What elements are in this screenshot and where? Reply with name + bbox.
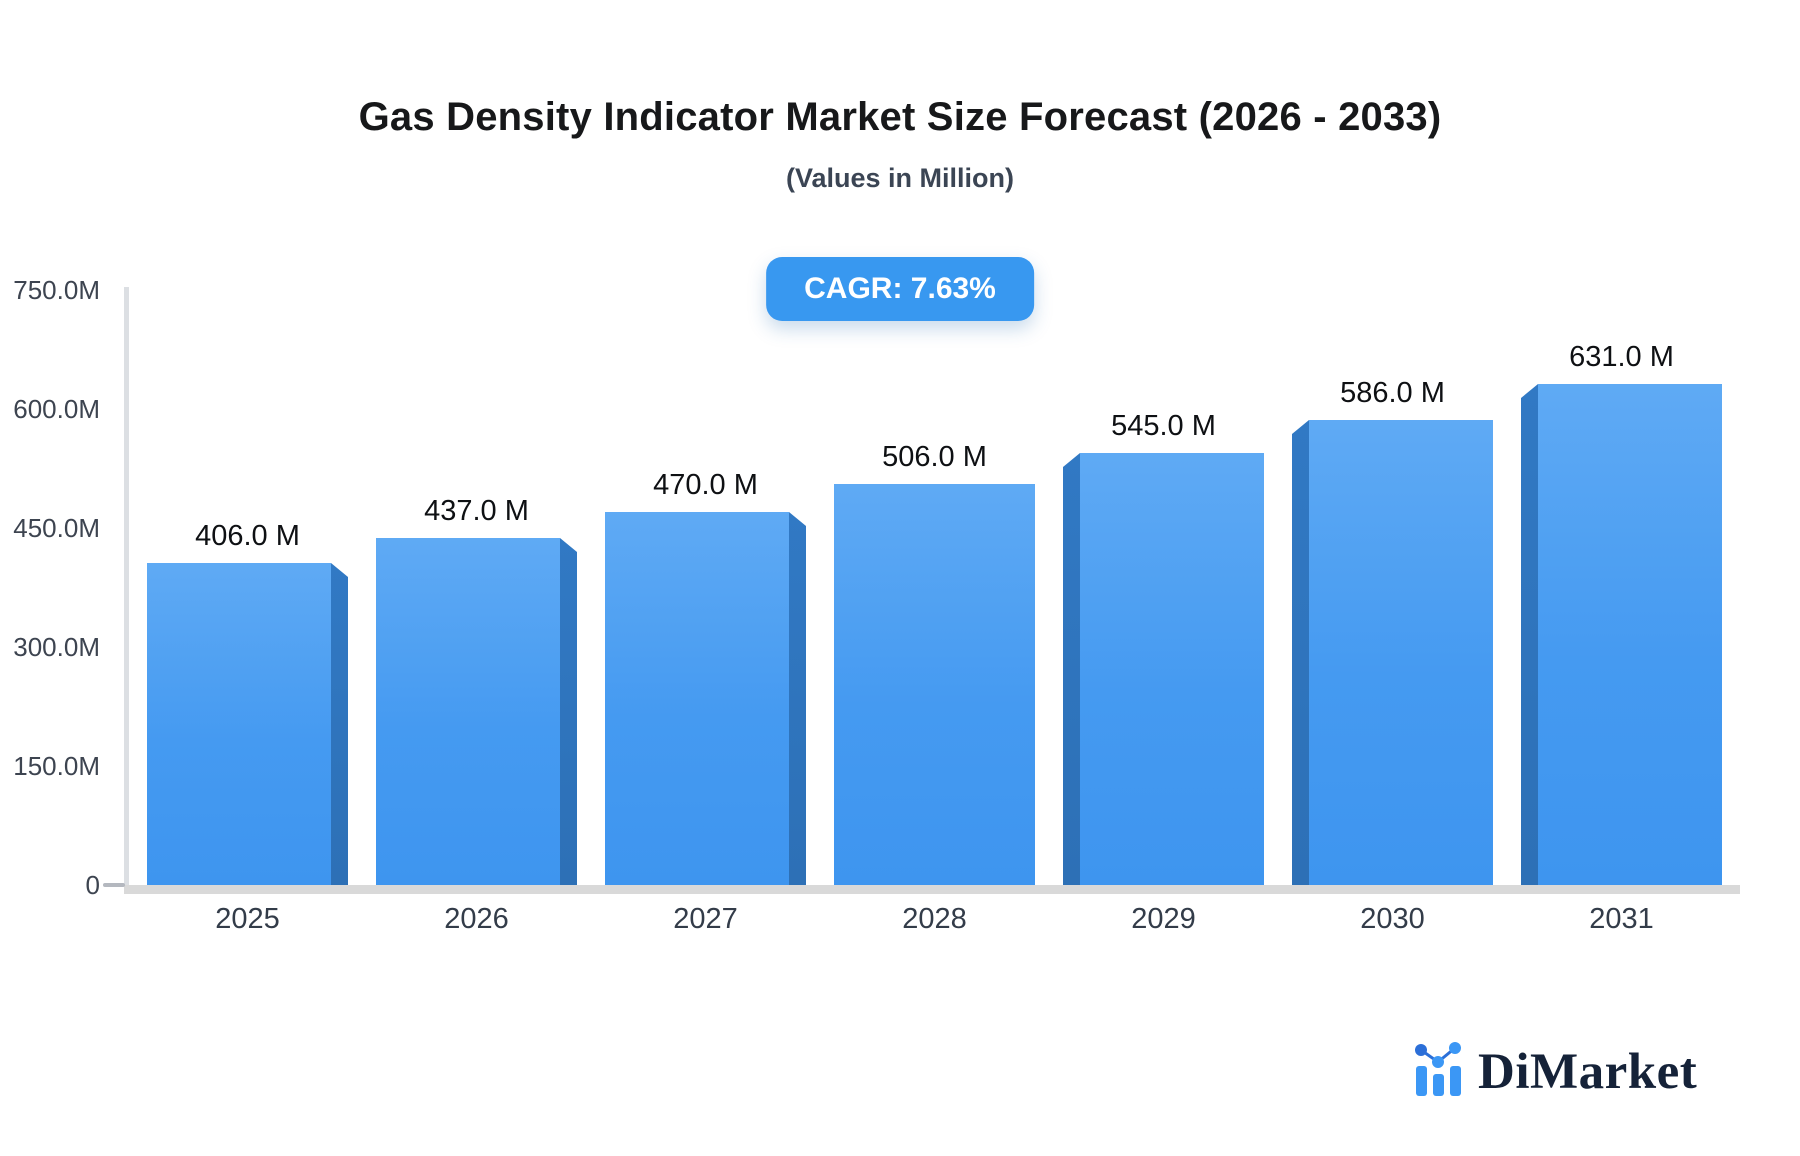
x-axis-label: 2027: [673, 903, 738, 935]
cagr-badge: CAGR: 7.63%: [766, 257, 1034, 321]
brand-logo: DiMarket: [1413, 1042, 1697, 1103]
bar-side-3d: [789, 512, 806, 885]
bar-side-3d: [1292, 420, 1309, 885]
x-axis-label: 2025: [215, 903, 280, 935]
bar-group-2028: 506.0 M 2028: [834, 290, 1035, 935]
chart-title: Gas Density Indicator Market Size Foreca…: [358, 95, 1442, 139]
bar: 545.0 M: [1063, 410, 1264, 885]
bar: 631.0 M: [1521, 341, 1722, 885]
bar-value-label: 406.0 M: [195, 520, 300, 552]
y-axis-label: 300.0M: [13, 632, 100, 662]
bar-face: [1080, 453, 1264, 885]
bar-value-label: 586.0 M: [1340, 377, 1445, 409]
bar-value-label: 437.0 M: [424, 495, 529, 527]
bar-side-3d: [331, 563, 348, 885]
bar: 586.0 M: [1292, 377, 1493, 885]
bar-group-2025: 406.0 M 2025: [147, 290, 348, 935]
bar-group-2029: 545.0 M 2029: [1063, 290, 1264, 935]
bar-value-label: 631.0 M: [1569, 341, 1674, 373]
x-axis-label: 2028: [902, 903, 967, 935]
x-axis-label: 2030: [1360, 903, 1425, 935]
y-axis-label: 150.0M: [13, 751, 100, 781]
bar-side-3d: [1063, 453, 1080, 885]
bar-group-2031: 631.0 M 2031: [1521, 290, 1722, 935]
y-axis-label: 0: [85, 870, 100, 900]
y-axis-line: [124, 287, 129, 888]
x-axis-baseline: [124, 885, 1740, 894]
x-axis-label: 2031: [1589, 903, 1654, 935]
x-axis-label: 2029: [1131, 903, 1196, 935]
bar-chart-logo-icon: [1413, 1042, 1465, 1103]
bar-side-3d: [560, 538, 577, 885]
bar-value-label: 545.0 M: [1111, 410, 1216, 442]
bar-side-3d: [1521, 384, 1538, 885]
bar: 506.0 M: [834, 441, 1035, 885]
y-axis-label: 750.0M: [13, 275, 100, 305]
bar-value-label: 506.0 M: [882, 441, 987, 473]
x-axis-label: 2026: [444, 903, 509, 935]
bar-face: [1309, 420, 1493, 885]
chart-subtitle: (Values in Million): [785, 163, 1015, 193]
bar-face: [834, 484, 1035, 885]
bar-group-2030: 586.0 M 2030: [1292, 290, 1493, 935]
y-axis-label: 600.0M: [13, 394, 100, 424]
bar: 437.0 M: [376, 495, 577, 885]
bar-face: [1538, 384, 1722, 885]
bar-face: [376, 538, 560, 885]
bar-value-label: 470.0 M: [653, 469, 758, 501]
y-axis-label: 450.0M: [13, 513, 100, 543]
bars-area: 406.0 M 2025 437.0 M 2026 470.0 M 2027 506.0 M…: [129, 290, 1740, 935]
bar: 406.0 M: [147, 520, 348, 885]
bar-group-2027: 470.0 M 2027: [605, 290, 806, 935]
bar: 470.0 M: [605, 469, 806, 885]
zero-tick-dash: [103, 883, 125, 887]
bar-face: [147, 563, 331, 885]
bar-group-2026: 437.0 M 2026: [376, 290, 577, 935]
bar-face: [605, 512, 789, 885]
brand-logo-text: DiMarket: [1478, 1044, 1698, 1100]
